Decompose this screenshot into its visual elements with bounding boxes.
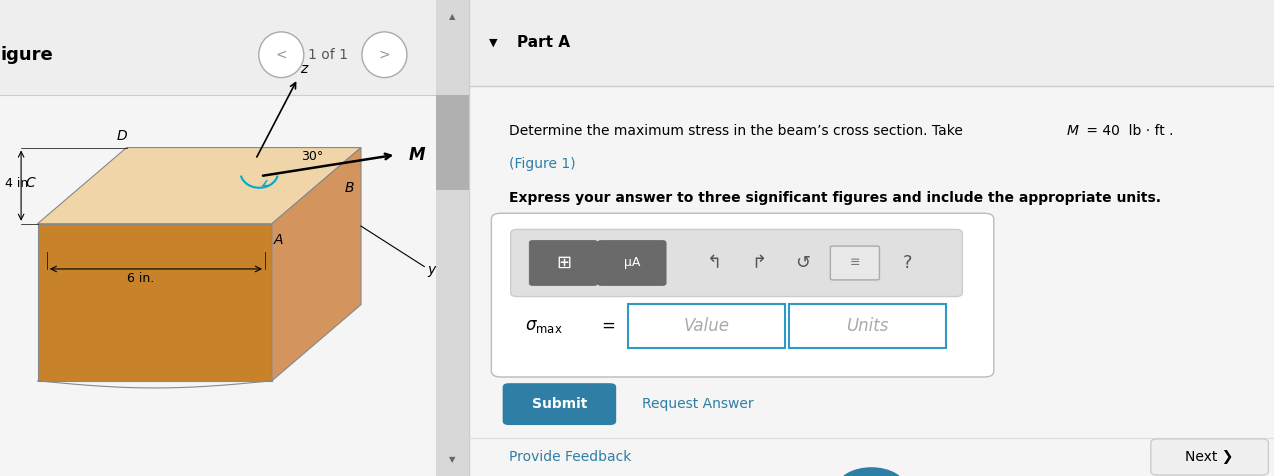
FancyBboxPatch shape: [529, 240, 598, 286]
Circle shape: [362, 32, 406, 78]
Polygon shape: [37, 224, 271, 381]
Bar: [790, 304, 947, 348]
Text: >: >: [378, 48, 390, 62]
Text: B: B: [344, 181, 354, 195]
Text: ↺: ↺: [795, 254, 810, 272]
Bar: [0, 0, 469, 95]
Text: ⊞: ⊞: [555, 254, 571, 272]
Text: ▼: ▼: [489, 38, 497, 48]
Text: (Figure 1): (Figure 1): [510, 157, 576, 171]
FancyBboxPatch shape: [831, 246, 879, 280]
Text: ?: ?: [903, 254, 912, 272]
Text: =: =: [601, 317, 615, 335]
Text: z: z: [301, 62, 307, 76]
Text: ▼: ▼: [450, 455, 456, 464]
Text: = 40  lb · ft .: = 40 lb · ft .: [1083, 124, 1173, 138]
Text: 1 of 1: 1 of 1: [308, 48, 348, 62]
FancyBboxPatch shape: [1150, 439, 1269, 475]
Text: A: A: [274, 233, 284, 248]
Circle shape: [837, 468, 906, 476]
Text: Determine the maximum stress in the beam’s cross section. Take: Determine the maximum stress in the beam…: [510, 124, 967, 138]
Text: D: D: [117, 129, 127, 143]
Text: 30°: 30°: [301, 149, 322, 163]
Text: μA: μA: [624, 256, 640, 269]
Text: ▲: ▲: [450, 12, 456, 21]
Text: 6 in.: 6 in.: [127, 272, 154, 285]
Text: ≡: ≡: [850, 256, 860, 269]
FancyBboxPatch shape: [598, 240, 666, 286]
Text: 4 in.: 4 in.: [5, 177, 32, 190]
Text: Value: Value: [683, 317, 729, 335]
Text: Part A: Part A: [517, 35, 571, 50]
Polygon shape: [271, 148, 361, 381]
Bar: [469, 0, 1274, 86]
Text: Provide Feedback: Provide Feedback: [510, 450, 632, 464]
Text: M: M: [409, 146, 426, 164]
Text: Express your answer to three significant figures and include the appropriate uni: Express your answer to three significant…: [510, 190, 1161, 205]
FancyBboxPatch shape: [503, 383, 617, 425]
Text: C: C: [25, 176, 36, 190]
Text: Units: Units: [846, 317, 888, 335]
Text: Next ❯: Next ❯: [1185, 450, 1233, 464]
Bar: [436, 0, 469, 476]
Text: Request Answer: Request Answer: [642, 397, 753, 411]
Polygon shape: [37, 148, 361, 224]
Text: ↱: ↱: [752, 254, 766, 272]
Circle shape: [259, 32, 303, 78]
FancyBboxPatch shape: [492, 213, 994, 377]
FancyBboxPatch shape: [511, 229, 962, 297]
Text: <: <: [275, 48, 287, 62]
Text: $\mathit{M}$: $\mathit{M}$: [1066, 124, 1080, 138]
Text: Submit: Submit: [531, 397, 587, 411]
Text: igure: igure: [0, 46, 52, 64]
Bar: [628, 304, 785, 348]
Text: y: y: [427, 263, 436, 278]
Bar: [436, 95, 469, 190]
Text: ↰: ↰: [707, 254, 722, 272]
Text: $\sigma_{\mathrm{max}}$: $\sigma_{\mathrm{max}}$: [525, 317, 563, 335]
